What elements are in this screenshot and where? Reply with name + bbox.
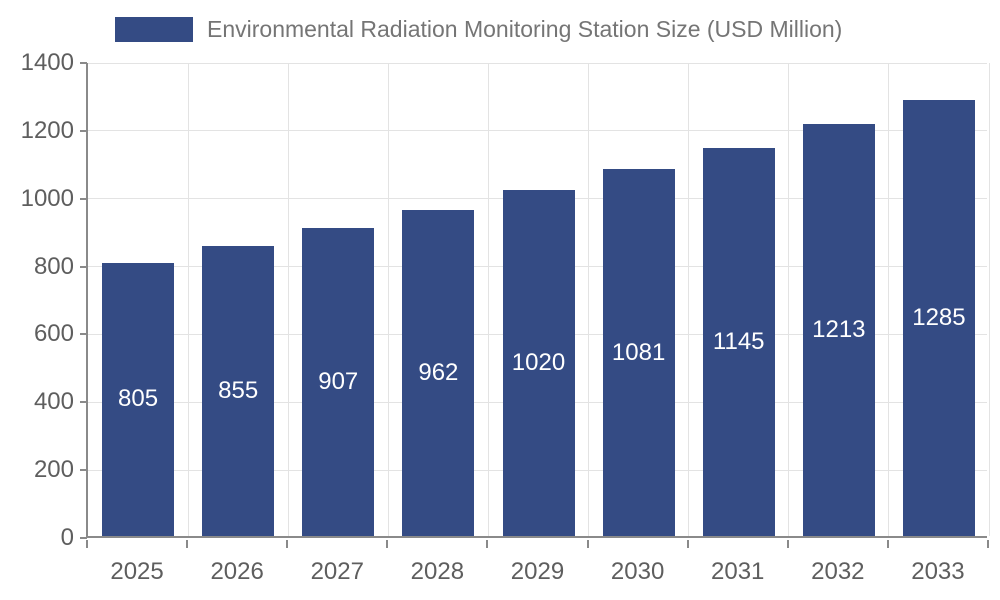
x-tick-label: 2025: [110, 558, 164, 585]
bar-value-label: 1020: [511, 348, 566, 376]
v-gridline: [187, 63, 189, 536]
x-tick-mark: [286, 540, 289, 548]
x-tick-label: 2032: [811, 558, 865, 585]
bar[interactable]: 1285: [902, 100, 975, 536]
x-tick-label: 2033: [911, 558, 965, 585]
bar-value-label: 1285: [912, 304, 966, 332]
v-gridline: [387, 63, 389, 536]
v-gridline: [988, 63, 990, 536]
y-tick-label: 1200: [20, 116, 74, 144]
legend-swatch: [115, 17, 193, 42]
v-gridline: [588, 63, 590, 536]
v-gridline: [788, 63, 790, 536]
y-tick-mark: [80, 401, 87, 404]
y-tick-label: 1000: [20, 184, 74, 212]
y-tick-mark: [80, 197, 87, 200]
legend-label: Environmental Radiation Monitoring Stati…: [207, 16, 843, 42]
y-tick-mark: [80, 265, 87, 268]
y-tick-mark: [80, 469, 87, 472]
bar-value-label: 1081: [611, 338, 666, 366]
x-tick-label: 2026: [210, 558, 264, 585]
y-tick-label: 200: [33, 456, 74, 484]
v-gridline: [888, 63, 890, 536]
x-tick-mark: [186, 540, 189, 548]
x-tick-label: 2030: [610, 558, 665, 585]
v-gridline: [688, 63, 690, 536]
bar[interactable]: 855: [202, 245, 275, 536]
x-tick-mark: [486, 540, 489, 548]
x-tick-mark: [786, 540, 789, 548]
legend[interactable]: Environmental Radiation Monitoring Stati…: [115, 16, 842, 43]
y-tick-mark: [80, 129, 87, 132]
bar[interactable]: 962: [402, 209, 475, 536]
bar[interactable]: 805: [102, 262, 175, 536]
bar-value-label: 907: [318, 368, 359, 396]
bar[interactable]: 1020: [502, 189, 575, 536]
y-tick-label: 800: [33, 252, 74, 280]
x-tick-mark: [886, 540, 889, 548]
y-tick-mark: [80, 333, 87, 336]
x-tick-label: 2029: [510, 558, 565, 585]
x-tick-mark: [586, 540, 589, 548]
x-tick-label: 2028: [410, 558, 465, 585]
y-tick-label: 600: [33, 320, 74, 348]
bar-value-label: 1213: [812, 316, 866, 344]
y-tick-label: 1400: [20, 49, 74, 76]
y-tick-mark: [80, 62, 87, 64]
bar[interactable]: 1145: [702, 147, 775, 536]
bar[interactable]: 1213: [802, 124, 875, 536]
plot-area: 805 855 907 962 1020 1081 1145 1213 1285: [86, 62, 990, 538]
x-tick-mark: [386, 540, 389, 548]
bar-value-label: 962: [418, 358, 459, 386]
y-tick-label: 400: [33, 388, 74, 416]
x-tick-mark: [987, 540, 989, 548]
v-gridline: [287, 63, 289, 536]
y-tick-mark: [80, 537, 87, 539]
x-tick-label: 2031: [711, 558, 765, 585]
bar[interactable]: 1081: [602, 169, 675, 536]
bar-value-label: 805: [118, 385, 159, 413]
x-tick-mark: [86, 540, 88, 548]
x-tick-label: 2027: [310, 558, 364, 585]
bar[interactable]: 907: [302, 228, 375, 536]
x-tick-mark: [686, 540, 689, 548]
y-tick-label: 0: [60, 524, 74, 551]
h-gridline: [88, 130, 987, 132]
h-gridline: [88, 62, 987, 64]
bar-value-label: 1145: [712, 327, 765, 355]
v-gridline: [487, 63, 489, 536]
bar-value-label: 855: [218, 376, 259, 404]
